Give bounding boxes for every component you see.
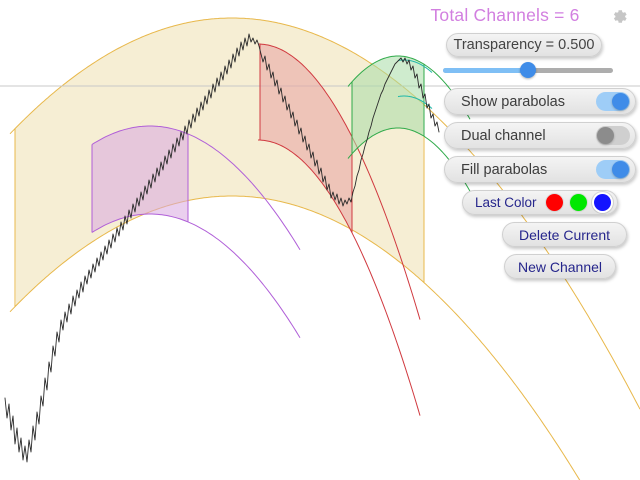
delete-current-button[interactable]: Delete Current [502, 222, 627, 247]
switch-fill-parabolas[interactable] [596, 160, 630, 179]
switch-knob [612, 161, 629, 178]
color-swatch-red[interactable] [545, 194, 563, 211]
toggle-show-parabolas[interactable]: Show parabolas [444, 88, 636, 115]
gear-icon[interactable] [610, 6, 632, 28]
toggle-fill-parabolas[interactable]: Fill parabolas [444, 156, 636, 183]
switch-knob [612, 93, 629, 110]
price-series-line [4, 33, 440, 463]
toggle-dual-channel[interactable]: Dual channel [444, 122, 636, 149]
color-swatch-blue[interactable] [593, 194, 611, 211]
color-swatch-green[interactable] [569, 194, 587, 211]
new-channel-button[interactable]: New Channel [504, 254, 616, 279]
last-color-label: Last Color [475, 195, 537, 210]
new-channel-label: New Channel [517, 258, 603, 275]
toggle-label-dual-channel: Dual channel [461, 127, 546, 144]
control-panel: Total Channels = 6 Transparency = 0.500 … [404, 0, 640, 300]
transparency-readout: Transparency = 0.500 [446, 33, 602, 57]
switch-show-parabolas[interactable] [596, 92, 630, 111]
toggle-label-show-parabolas: Show parabolas [461, 93, 565, 110]
last-color-row[interactable]: Last Color [462, 190, 618, 215]
transparency-label: Transparency = 0.500 [453, 37, 595, 53]
toggle-label-fill-parabolas: Fill parabolas [461, 161, 548, 178]
slider-track-fill [443, 68, 528, 73]
slider-thumb[interactable] [520, 62, 536, 78]
switch-dual-channel[interactable] [596, 126, 630, 145]
switch-knob [597, 127, 614, 144]
purple-channel [91, 125, 301, 339]
delete-current-label: Delete Current [518, 226, 611, 243]
transparency-slider[interactable] [443, 62, 613, 78]
page-title: Total Channels = 6 [430, 5, 580, 25]
